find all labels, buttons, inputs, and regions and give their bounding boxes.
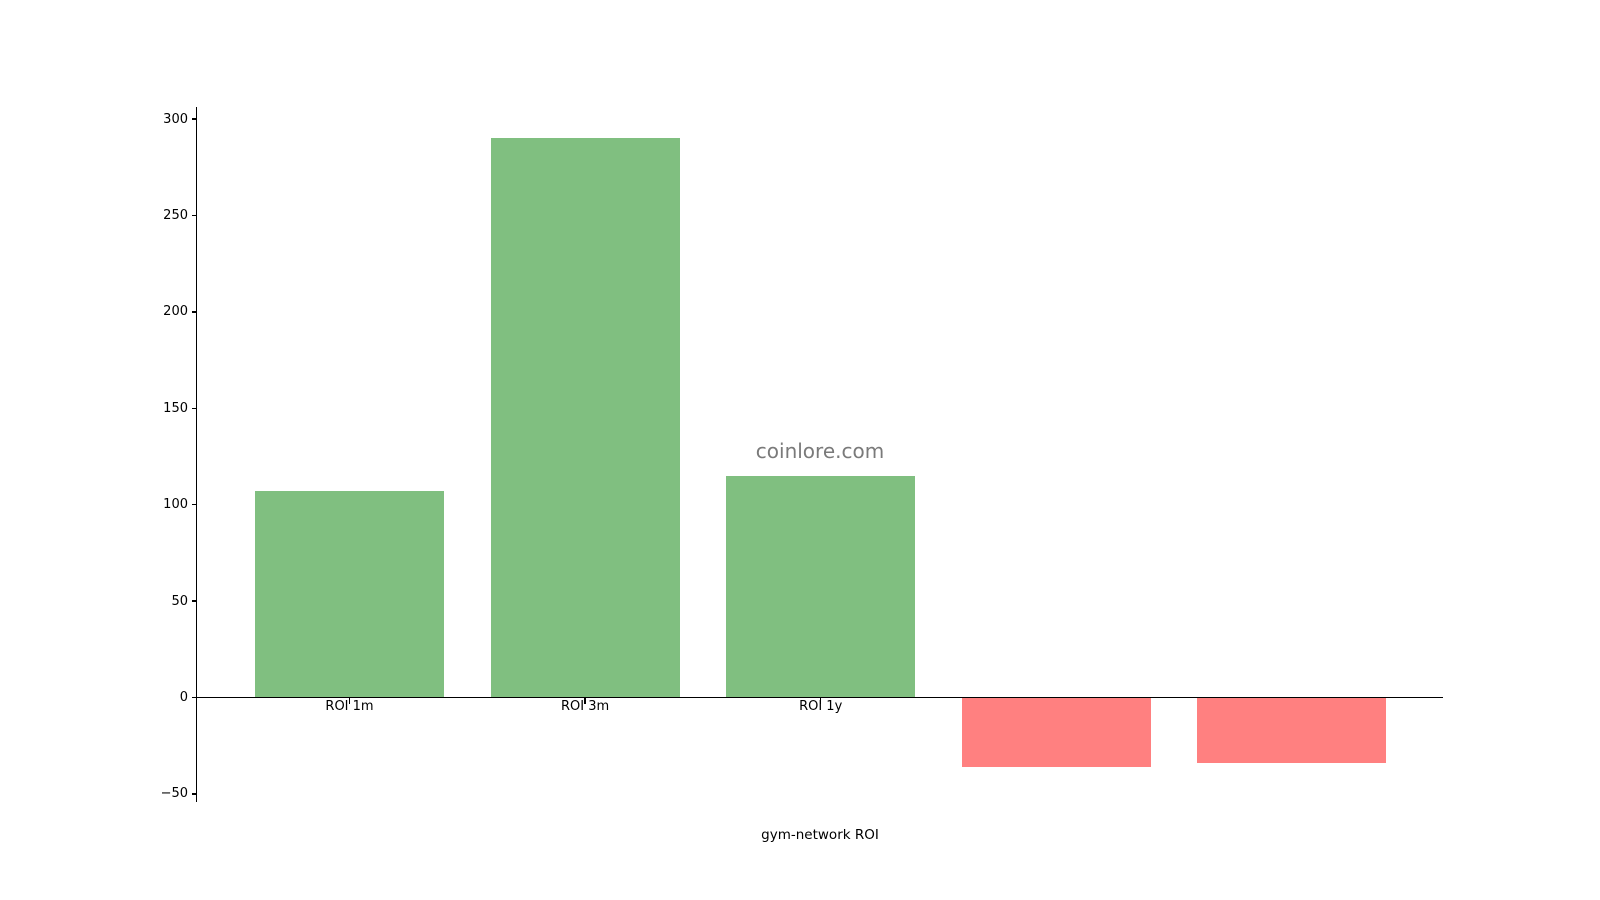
y-tick	[192, 311, 197, 313]
chart-bar	[490, 138, 680, 698]
x-tick-label: ROI 1m	[325, 698, 374, 714]
y-tick	[192, 600, 197, 602]
chart-bar	[726, 475, 916, 698]
x-tick	[820, 697, 822, 704]
y-tick-label: 50	[171, 593, 188, 609]
chart-bar	[961, 697, 1151, 767]
y-tick-label: 250	[163, 208, 188, 223]
x-axis-zero-line	[197, 697, 1443, 699]
y-tick	[192, 407, 197, 409]
x-axis-label: gym-network ROI	[761, 827, 879, 843]
chart-bar	[255, 491, 444, 698]
x-tick	[348, 697, 351, 704]
y-tick	[192, 214, 197, 217]
y-tick-label: −50	[160, 786, 188, 802]
y-tick	[192, 793, 197, 795]
y-tick-label: 150	[163, 400, 188, 416]
y-axis-spine	[196, 107, 198, 802]
x-tick-label: ROI 1y	[799, 698, 843, 714]
y-tick	[192, 696, 197, 699]
y-tick-label: 200	[163, 304, 188, 320]
x-tick	[584, 697, 586, 704]
chart-bar	[1197, 697, 1387, 764]
y-tick-label: 100	[163, 497, 188, 513]
x-tick-label: ROI 3m	[561, 698, 610, 714]
y-tick	[192, 504, 197, 506]
y-tick-label: 0	[179, 690, 188, 705]
y-tick-label: 300	[163, 111, 188, 127]
y-tick	[192, 118, 197, 120]
watermark: coinlore.com	[755, 439, 885, 463]
